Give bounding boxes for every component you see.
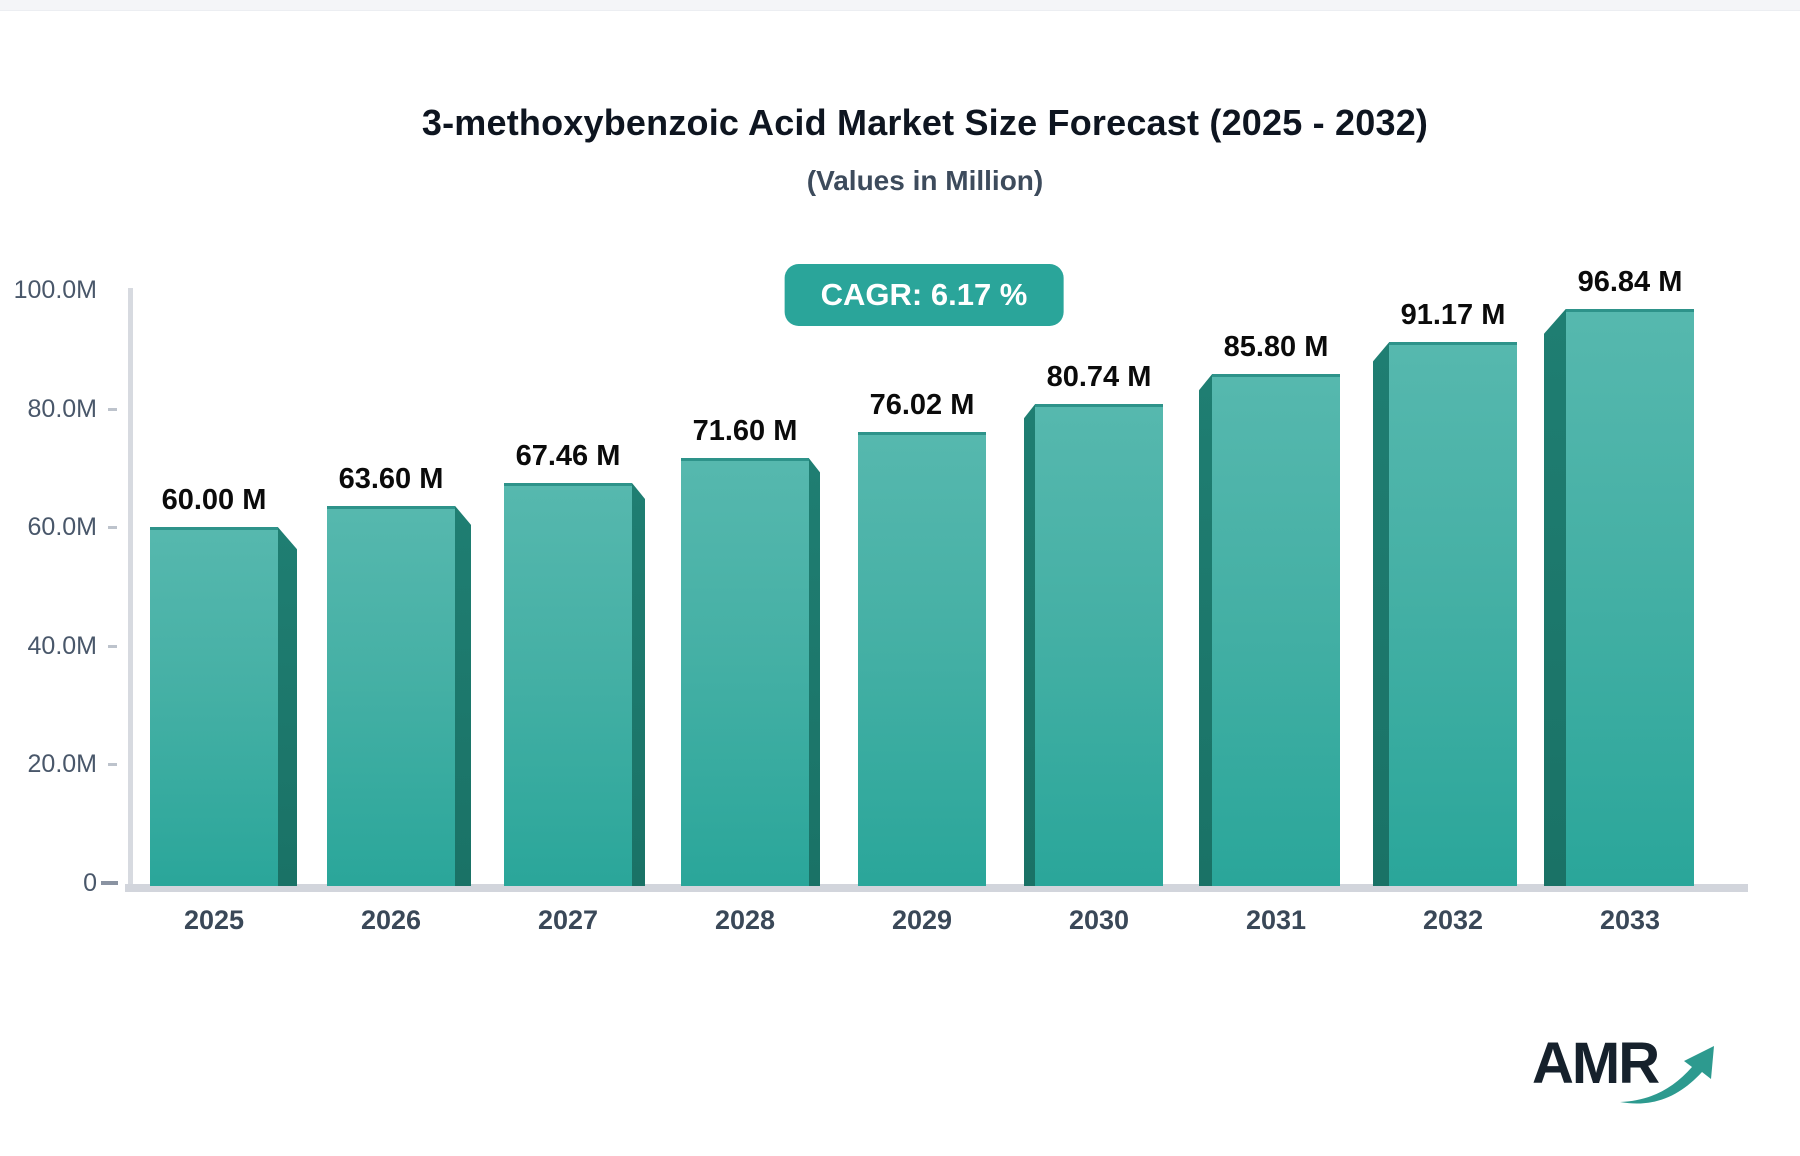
bar-2025 [150, 527, 278, 886]
bar-2031 [1212, 374, 1340, 886]
bar-value-label-2033: 96.84 M [1577, 265, 1683, 298]
bar-value-label-2028: 71.60 M [692, 415, 798, 448]
x-tick-label-2033: 2033 [1599, 905, 1661, 935]
bar-2028 [681, 458, 809, 886]
x-tick-label-2030: 2030 [1068, 905, 1130, 935]
y-tick-label-100.0M: 100.0M [13, 276, 97, 304]
bar-2032 [1389, 342, 1517, 886]
y-tick-label-60.0M: 60.0M [27, 513, 97, 542]
cagr-badge: CAGR: 6.17 % [784, 264, 1064, 326]
y-tick-dash [108, 644, 117, 648]
bar-value-label-2031: 85.80 M [1223, 331, 1329, 364]
y-tick-zero-dash [101, 881, 118, 885]
bar-2030 [1035, 404, 1163, 886]
x-tick-label-2031: 2031 [1245, 905, 1307, 935]
bar-2027-side [632, 482, 645, 886]
amr-logo: AMR [1532, 1030, 1722, 1114]
bar-value-label-2030: 80.74 M [1046, 361, 1152, 394]
bar-2029 [858, 432, 986, 886]
chart-subtitle: (Values in Million) [806, 165, 1044, 196]
bar-2033-side [1544, 308, 1566, 886]
bar-2025-side [278, 527, 297, 886]
bar-2028-side [809, 458, 820, 886]
growth-arrow-icon [1620, 1046, 1714, 1104]
bar-value-label-2032: 91.17 M [1400, 299, 1506, 332]
bar-2026 [327, 505, 455, 886]
amr-logo-text: AMR [1532, 1031, 1660, 1096]
bar-value-label-2029: 76.02 M [869, 389, 975, 422]
y-tick-dash [108, 526, 117, 530]
x-tick-label-2026: 2026 [360, 905, 422, 935]
bar-2027 [504, 482, 632, 886]
chart-title: 3-methoxybenzoic Acid Market Size Foreca… [421, 102, 1429, 143]
y-tick-dash [108, 763, 117, 767]
window-top-strip [0, 0, 1800, 11]
x-tick-label-2025: 2025 [183, 905, 245, 935]
x-axis-line [125, 884, 1748, 892]
x-tick-label-2029: 2029 [891, 905, 953, 935]
bar-value-label-2025: 60.00 M [161, 484, 267, 517]
bar-2033 [1566, 308, 1694, 886]
y-tick-dash [108, 407, 117, 411]
bar-2031-side [1199, 374, 1212, 886]
bar-value-label-2026: 63.60 M [338, 462, 444, 495]
bar-value-label-2027: 67.46 M [515, 439, 621, 472]
y-tick-label-80.0M: 80.0M [27, 394, 97, 423]
y-axis-line [128, 288, 133, 887]
x-tick-label-2028: 2028 [714, 905, 776, 935]
bar-2030-side [1024, 404, 1035, 886]
bar-2026-side [455, 505, 471, 886]
y-tick-label-40.0M: 40.0M [27, 631, 97, 660]
y-tick-label-0: 0 [83, 869, 97, 897]
bar-2032-side [1373, 342, 1389, 886]
x-tick-label-2032: 2032 [1422, 905, 1484, 935]
y-tick-label-20.0M: 20.0M [27, 750, 97, 779]
x-tick-label-2027: 2027 [537, 905, 599, 935]
